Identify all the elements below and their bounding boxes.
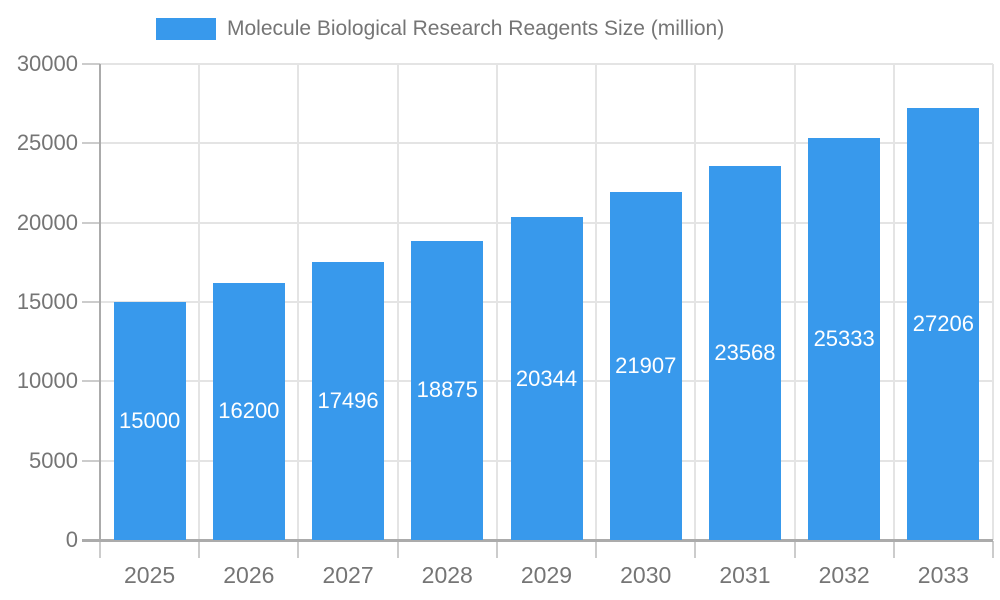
- y-tick-label: 30000: [16, 51, 78, 76]
- bar: [907, 108, 980, 540]
- x-grid-line: [396, 64, 399, 540]
- x-grid-line: [595, 64, 598, 540]
- bar: [312, 262, 385, 540]
- x-tick: [396, 541, 399, 558]
- x-tick-label: 2025: [124, 562, 176, 588]
- bar-value-label: 23568: [714, 340, 776, 366]
- y-grid-line: [100, 142, 993, 145]
- bar-value-label: 17496: [317, 388, 379, 414]
- y-tick: [82, 380, 100, 383]
- x-tick: [99, 541, 101, 558]
- legend-label: Molecule Biological Research Reagents Si…: [227, 17, 725, 40]
- y-grid-line: [100, 63, 993, 65]
- x-tick: [992, 541, 994, 558]
- x-tick-label: 2031: [719, 562, 771, 588]
- legend-swatch: [156, 18, 216, 40]
- x-tick: [892, 541, 895, 558]
- x-tick: [595, 541, 598, 558]
- x-tick: [793, 541, 796, 558]
- y-tick-label: 0: [65, 527, 78, 552]
- bar: [113, 302, 186, 540]
- bar-value-label: 15000: [119, 408, 181, 433]
- y-tick: [82, 63, 100, 65]
- x-grid-line: [495, 64, 498, 540]
- x-grid-line: [297, 64, 300, 540]
- x-tick-label: 2028: [421, 562, 473, 588]
- y-tick-label: 25000: [16, 130, 78, 156]
- bar-value-label: 20344: [515, 365, 578, 391]
- x-tick-label: 2026: [223, 562, 275, 588]
- bar: [808, 138, 881, 540]
- y-tick: [82, 459, 100, 462]
- x-grid-line: [793, 64, 796, 540]
- x-tick-label: 2029: [520, 562, 573, 588]
- legend: Molecule Biological Research Reagents Si…: [156, 17, 724, 41]
- x-grid-line: [892, 64, 895, 540]
- bar-value-label: 18875: [416, 377, 478, 403]
- bar: [708, 166, 781, 540]
- x-axis-line: [82, 539, 993, 542]
- x-tick-label: 2030: [620, 562, 672, 588]
- x-tick-label: 2033: [917, 562, 969, 588]
- x-tick: [495, 541, 498, 558]
- x-tick-label: 2032: [818, 562, 870, 588]
- bar: [212, 282, 285, 540]
- y-tick: [82, 221, 100, 224]
- bar-value-label: 25333: [813, 326, 875, 352]
- x-grid-line: [694, 64, 697, 540]
- y-tick-label: 15000: [16, 289, 78, 314]
- x-tick-label: 2027: [322, 562, 374, 588]
- bar: [411, 240, 484, 540]
- x-tick: [198, 541, 201, 558]
- y-axis-line: [99, 64, 101, 542]
- x-tick: [694, 541, 697, 558]
- bar-value-label: 16200: [218, 398, 280, 424]
- bar-value-label: 21907: [615, 353, 677, 379]
- x-grid-line: [992, 64, 994, 540]
- bar: [609, 192, 682, 540]
- y-tick: [82, 142, 100, 145]
- y-tick-label: 20000: [16, 209, 78, 235]
- x-grid-line: [198, 64, 201, 540]
- y-tick-label: 10000: [16, 368, 78, 394]
- y-tick-label: 5000: [29, 447, 78, 473]
- x-tick: [297, 541, 300, 558]
- bar-value-label: 27206: [912, 311, 974, 337]
- y-tick: [82, 301, 100, 303]
- bar: [510, 217, 583, 540]
